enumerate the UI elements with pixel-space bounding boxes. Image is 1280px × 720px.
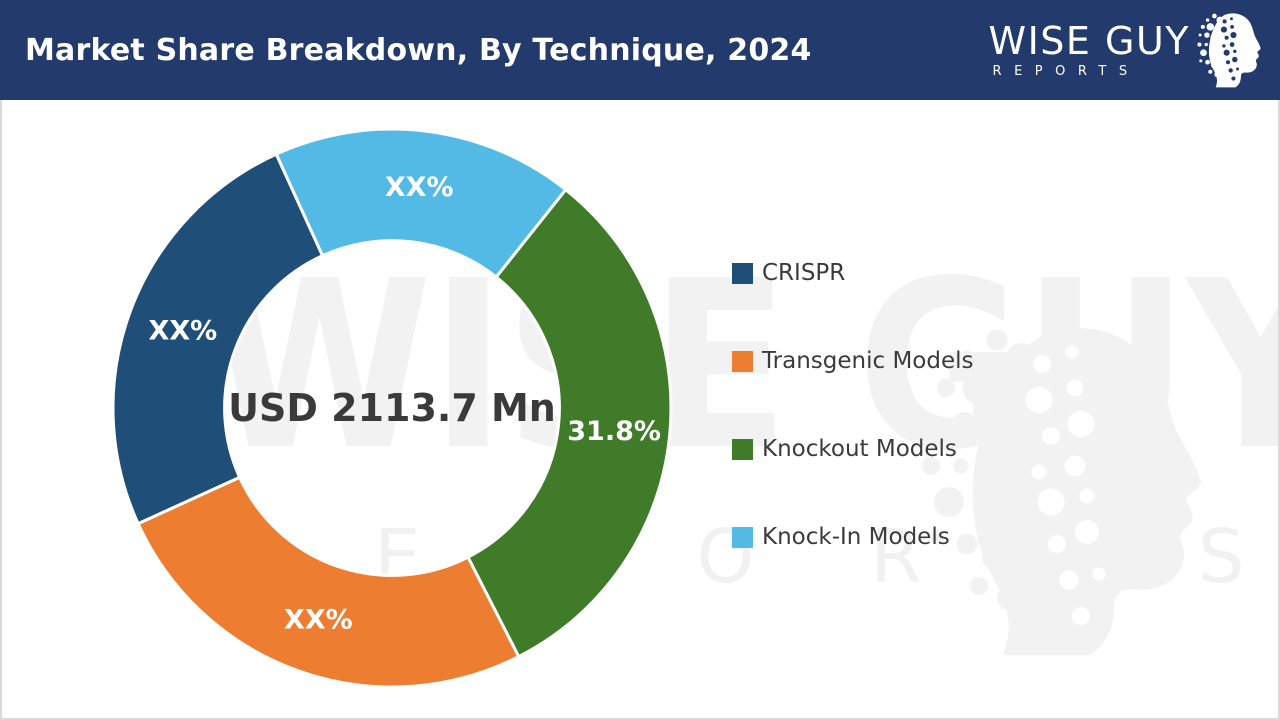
legend-swatch-knock-in-models (732, 526, 753, 548)
legend-label-crispr: CRISPR (762, 260, 846, 286)
logo-wordmark: WISE GUY (988, 18, 1190, 63)
legend-item-transgenic-models: Transgenic Models (732, 348, 974, 374)
legend-label-transgenic-models: Transgenic Models (762, 348, 974, 374)
donut-segment-transgenic-models (136, 475, 521, 689)
logo-text: WISE GUY REPORTS (989, 22, 1190, 79)
donut-value-label-crispr: XX% (149, 316, 218, 347)
wise-guy-logo: WISE GUY REPORTS (989, 9, 1262, 91)
legend-item-crispr: CRISPR (732, 260, 974, 286)
header-bar: Market Share Breakdown, By Technique, 20… (0, 0, 1280, 100)
donut-segment-knock-in-models (274, 127, 568, 279)
legend-item-knock-in-models: Knock-In Models (732, 524, 974, 550)
legend-label-knock-in-models: Knock-In Models (762, 524, 950, 550)
donut-center-value: USD 2113.7 Mn (228, 386, 556, 430)
legend-swatch-transgenic-models (732, 350, 753, 372)
chart-area: WISE GUY R E P O R T S (0, 100, 1280, 720)
legend-swatch-crispr (732, 262, 753, 284)
donut-value-label-knock-in-models: XX% (385, 172, 454, 203)
chart-legend: CRISPR Transgenic Models Knockout Models Kn… (732, 260, 974, 613)
donut-value-label-transgenic-models: XX% (284, 604, 353, 635)
logo-head-icon (1197, 13, 1261, 88)
legend-swatch-knockout-models (732, 438, 753, 460)
page-title: Market Share Breakdown, By Technique, 20… (25, 32, 812, 68)
donut-chart: XX% XX% 31.8% XX% (111, 127, 673, 689)
legend-item-knockout-models: Knockout Models (732, 436, 974, 462)
logo-subtitle: REPORTS (992, 63, 1140, 79)
donut-value-label-knockout-models: 31.8% (567, 416, 661, 447)
donut-segment-knockout-models (466, 188, 673, 659)
donut-segment-crispr (111, 152, 325, 526)
legend-label-knockout-models: Knockout Models (762, 436, 957, 462)
